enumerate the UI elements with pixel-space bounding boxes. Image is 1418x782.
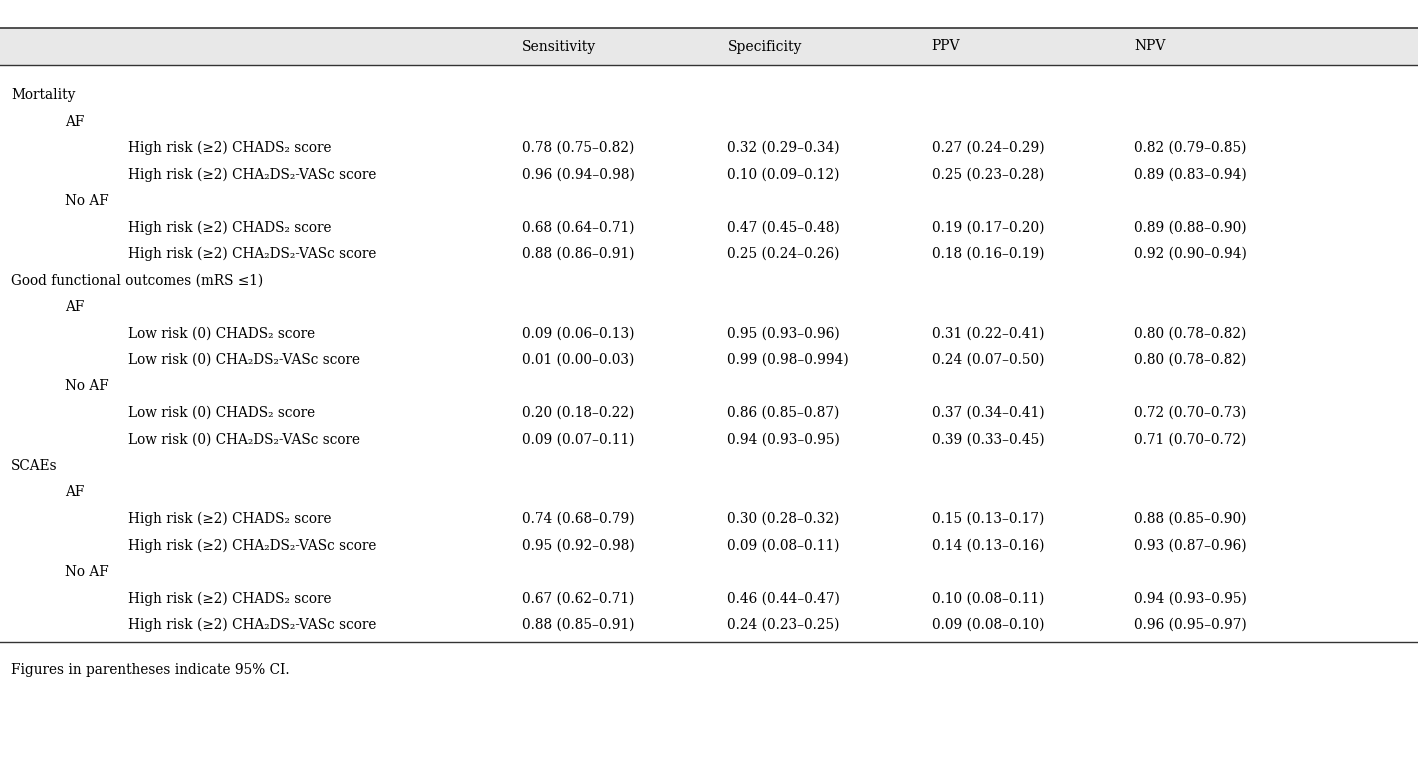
Text: 0.67 (0.62–0.71): 0.67 (0.62–0.71) bbox=[522, 591, 634, 605]
Text: 0.95 (0.92–0.98): 0.95 (0.92–0.98) bbox=[522, 539, 635, 553]
Text: 0.94 (0.93–0.95): 0.94 (0.93–0.95) bbox=[1134, 591, 1248, 605]
Text: 0.25 (0.23–0.28): 0.25 (0.23–0.28) bbox=[932, 167, 1044, 181]
Text: 0.88 (0.86–0.91): 0.88 (0.86–0.91) bbox=[522, 247, 634, 261]
Text: 0.31 (0.22–0.41): 0.31 (0.22–0.41) bbox=[932, 327, 1044, 340]
Text: 0.19 (0.17–0.20): 0.19 (0.17–0.20) bbox=[932, 221, 1044, 235]
Text: 0.72 (0.70–0.73): 0.72 (0.70–0.73) bbox=[1134, 406, 1246, 420]
Text: 0.09 (0.08–0.11): 0.09 (0.08–0.11) bbox=[727, 539, 839, 553]
Text: 0.24 (0.07–0.50): 0.24 (0.07–0.50) bbox=[932, 353, 1044, 367]
Text: Low risk (0) CHADS₂ score: Low risk (0) CHADS₂ score bbox=[128, 406, 315, 420]
Text: Low risk (0) CHA₂DS₂-VASc score: Low risk (0) CHA₂DS₂-VASc score bbox=[128, 353, 360, 367]
Bar bbox=[0, 28, 1418, 65]
Text: 0.96 (0.94–0.98): 0.96 (0.94–0.98) bbox=[522, 167, 635, 181]
Text: 0.10 (0.08–0.11): 0.10 (0.08–0.11) bbox=[932, 591, 1044, 605]
Text: Low risk (0) CHADS₂ score: Low risk (0) CHADS₂ score bbox=[128, 327, 315, 340]
Text: High risk (≥2) CHADS₂ score: High risk (≥2) CHADS₂ score bbox=[128, 221, 332, 235]
Text: 0.71 (0.70–0.72): 0.71 (0.70–0.72) bbox=[1134, 432, 1246, 447]
Text: AF: AF bbox=[65, 486, 85, 500]
Text: 0.32 (0.29–0.34): 0.32 (0.29–0.34) bbox=[727, 141, 839, 155]
Text: High risk (≥2) CHA₂DS₂-VASc score: High risk (≥2) CHA₂DS₂-VASc score bbox=[128, 538, 376, 553]
Text: No AF: No AF bbox=[65, 379, 109, 393]
Text: Good functional outcomes (mRS ≤1): Good functional outcomes (mRS ≤1) bbox=[11, 274, 264, 288]
Text: 0.47 (0.45–0.48): 0.47 (0.45–0.48) bbox=[727, 221, 841, 235]
Text: 0.94 (0.93–0.95): 0.94 (0.93–0.95) bbox=[727, 432, 841, 447]
Text: 0.24 (0.23–0.25): 0.24 (0.23–0.25) bbox=[727, 618, 839, 632]
Text: 0.96 (0.95–0.97): 0.96 (0.95–0.97) bbox=[1134, 618, 1248, 632]
Text: Mortality: Mortality bbox=[11, 88, 75, 102]
Text: 0.88 (0.85–0.90): 0.88 (0.85–0.90) bbox=[1134, 512, 1246, 526]
Text: 0.89 (0.83–0.94): 0.89 (0.83–0.94) bbox=[1134, 167, 1248, 181]
Text: PPV: PPV bbox=[932, 40, 960, 53]
Text: 0.46 (0.44–0.47): 0.46 (0.44–0.47) bbox=[727, 591, 841, 605]
Text: NPV: NPV bbox=[1134, 40, 1166, 53]
Text: High risk (≥2) CHA₂DS₂-VASc score: High risk (≥2) CHA₂DS₂-VASc score bbox=[128, 167, 376, 181]
Text: Low risk (0) CHA₂DS₂-VASc score: Low risk (0) CHA₂DS₂-VASc score bbox=[128, 432, 360, 447]
Text: 0.80 (0.78–0.82): 0.80 (0.78–0.82) bbox=[1134, 353, 1246, 367]
Text: AF: AF bbox=[65, 300, 85, 314]
Text: 0.30 (0.28–0.32): 0.30 (0.28–0.32) bbox=[727, 512, 839, 526]
Text: High risk (≥2) CHADS₂ score: High risk (≥2) CHADS₂ score bbox=[128, 591, 332, 606]
Text: No AF: No AF bbox=[65, 194, 109, 208]
Text: 0.09 (0.06–0.13): 0.09 (0.06–0.13) bbox=[522, 327, 634, 340]
Text: 0.93 (0.87–0.96): 0.93 (0.87–0.96) bbox=[1134, 539, 1246, 553]
Text: 0.78 (0.75–0.82): 0.78 (0.75–0.82) bbox=[522, 141, 634, 155]
Text: 0.15 (0.13–0.17): 0.15 (0.13–0.17) bbox=[932, 512, 1044, 526]
Text: High risk (≥2) CHADS₂ score: High risk (≥2) CHADS₂ score bbox=[128, 141, 332, 155]
Text: 0.82 (0.79–0.85): 0.82 (0.79–0.85) bbox=[1134, 141, 1246, 155]
Text: 0.18 (0.16–0.19): 0.18 (0.16–0.19) bbox=[932, 247, 1044, 261]
Text: No AF: No AF bbox=[65, 565, 109, 579]
Text: 0.09 (0.08–0.10): 0.09 (0.08–0.10) bbox=[932, 618, 1044, 632]
Text: Specificity: Specificity bbox=[727, 40, 801, 53]
Text: 0.09 (0.07–0.11): 0.09 (0.07–0.11) bbox=[522, 432, 634, 447]
Text: 0.10 (0.09–0.12): 0.10 (0.09–0.12) bbox=[727, 167, 839, 181]
Text: AF: AF bbox=[65, 114, 85, 128]
Text: 0.95 (0.93–0.96): 0.95 (0.93–0.96) bbox=[727, 327, 841, 340]
Text: 0.68 (0.64–0.71): 0.68 (0.64–0.71) bbox=[522, 221, 634, 235]
Text: Figures in parentheses indicate 95% CI.: Figures in parentheses indicate 95% CI. bbox=[11, 663, 289, 677]
Text: 0.20 (0.18–0.22): 0.20 (0.18–0.22) bbox=[522, 406, 634, 420]
Text: High risk (≥2) CHA₂DS₂-VASc score: High risk (≥2) CHA₂DS₂-VASc score bbox=[128, 247, 376, 261]
Text: High risk (≥2) CHA₂DS₂-VASc score: High risk (≥2) CHA₂DS₂-VASc score bbox=[128, 618, 376, 632]
Text: 0.37 (0.34–0.41): 0.37 (0.34–0.41) bbox=[932, 406, 1044, 420]
Text: 0.74 (0.68–0.79): 0.74 (0.68–0.79) bbox=[522, 512, 634, 526]
Text: 0.27 (0.24–0.29): 0.27 (0.24–0.29) bbox=[932, 141, 1044, 155]
Text: 0.89 (0.88–0.90): 0.89 (0.88–0.90) bbox=[1134, 221, 1246, 235]
Text: 0.01 (0.00–0.03): 0.01 (0.00–0.03) bbox=[522, 353, 634, 367]
Text: 0.25 (0.24–0.26): 0.25 (0.24–0.26) bbox=[727, 247, 839, 261]
Text: 0.92 (0.90–0.94): 0.92 (0.90–0.94) bbox=[1134, 247, 1248, 261]
Text: Sensitivity: Sensitivity bbox=[522, 40, 596, 53]
Text: High risk (≥2) CHADS₂ score: High risk (≥2) CHADS₂ score bbox=[128, 511, 332, 526]
Text: 0.39 (0.33–0.45): 0.39 (0.33–0.45) bbox=[932, 432, 1044, 447]
Text: 0.86 (0.85–0.87): 0.86 (0.85–0.87) bbox=[727, 406, 839, 420]
Text: 0.80 (0.78–0.82): 0.80 (0.78–0.82) bbox=[1134, 327, 1246, 340]
Text: 0.99 (0.98–0.994): 0.99 (0.98–0.994) bbox=[727, 353, 849, 367]
Text: SCAEs: SCAEs bbox=[11, 459, 58, 473]
Text: 0.14 (0.13–0.16): 0.14 (0.13–0.16) bbox=[932, 539, 1044, 553]
Text: 0.88 (0.85–0.91): 0.88 (0.85–0.91) bbox=[522, 618, 634, 632]
